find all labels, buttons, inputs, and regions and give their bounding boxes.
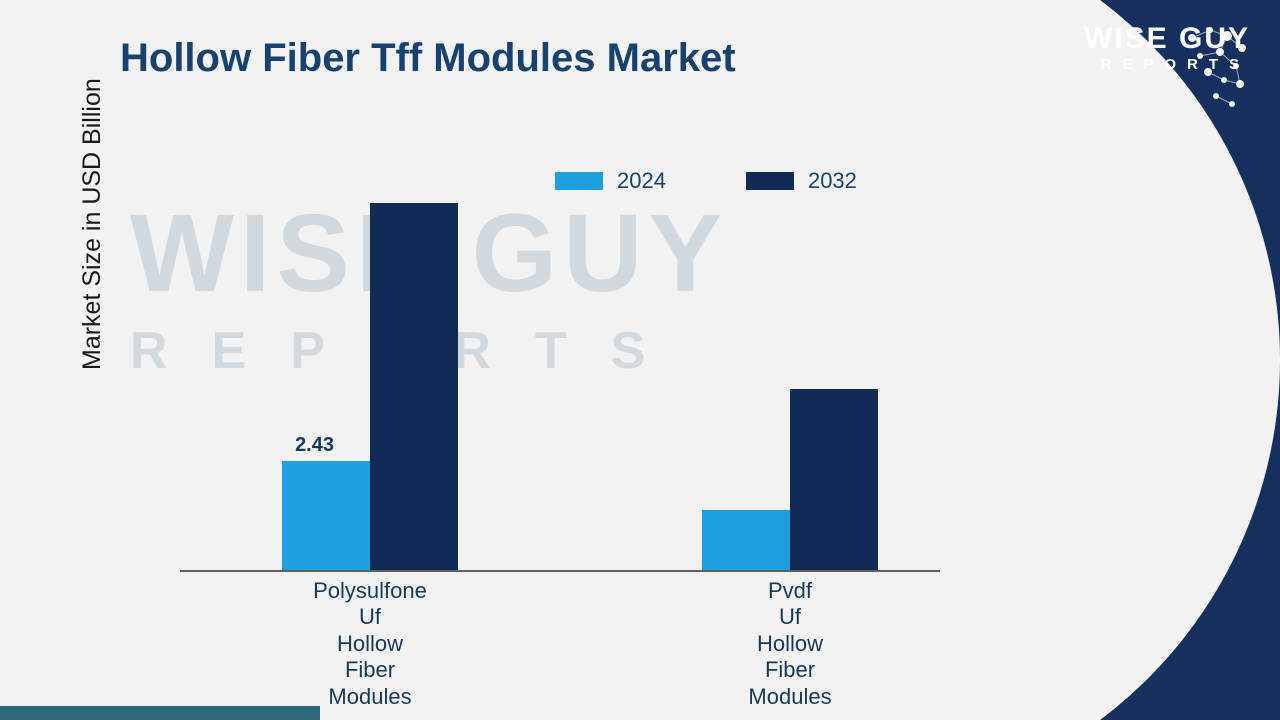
x-axis-label-1: PvdfUfHollowFiberModules [748, 578, 831, 710]
bar-0-2024 [282, 461, 370, 570]
brand-logo: WISE GUY REPORTS [1084, 22, 1250, 73]
brand-logo-line1: WISE GUY [1084, 22, 1250, 56]
chart-title: Hollow Fiber Tff Modules Market [120, 36, 736, 81]
bar-1-2032 [790, 389, 878, 570]
bar-1-2024 [702, 510, 790, 570]
bar-value-label-0: 2.43 [295, 434, 334, 457]
plot-area: 2.43PolysulfoneUfHollowFiberModulesPvdfU… [180, 192, 940, 572]
right-brand-band [970, 0, 1280, 720]
x-axis-label-0: PolysulfoneUfHollowFiberModules [313, 578, 427, 710]
x-axis-line [180, 570, 940, 572]
legend: 2024 2032 [555, 168, 857, 194]
legend-label-2032: 2032 [808, 168, 857, 194]
legend-item-2024: 2024 [555, 168, 666, 194]
accent-bottom-bar [0, 706, 320, 720]
legend-item-2032: 2032 [746, 168, 857, 194]
legend-swatch-2032 [746, 172, 794, 190]
legend-swatch-2024 [555, 172, 603, 190]
y-axis-label: Market Size in USD Billion [78, 78, 107, 370]
bar-0-2032 [370, 203, 458, 570]
brand-logo-line2: REPORTS [1084, 56, 1250, 73]
legend-label-2024: 2024 [617, 168, 666, 194]
